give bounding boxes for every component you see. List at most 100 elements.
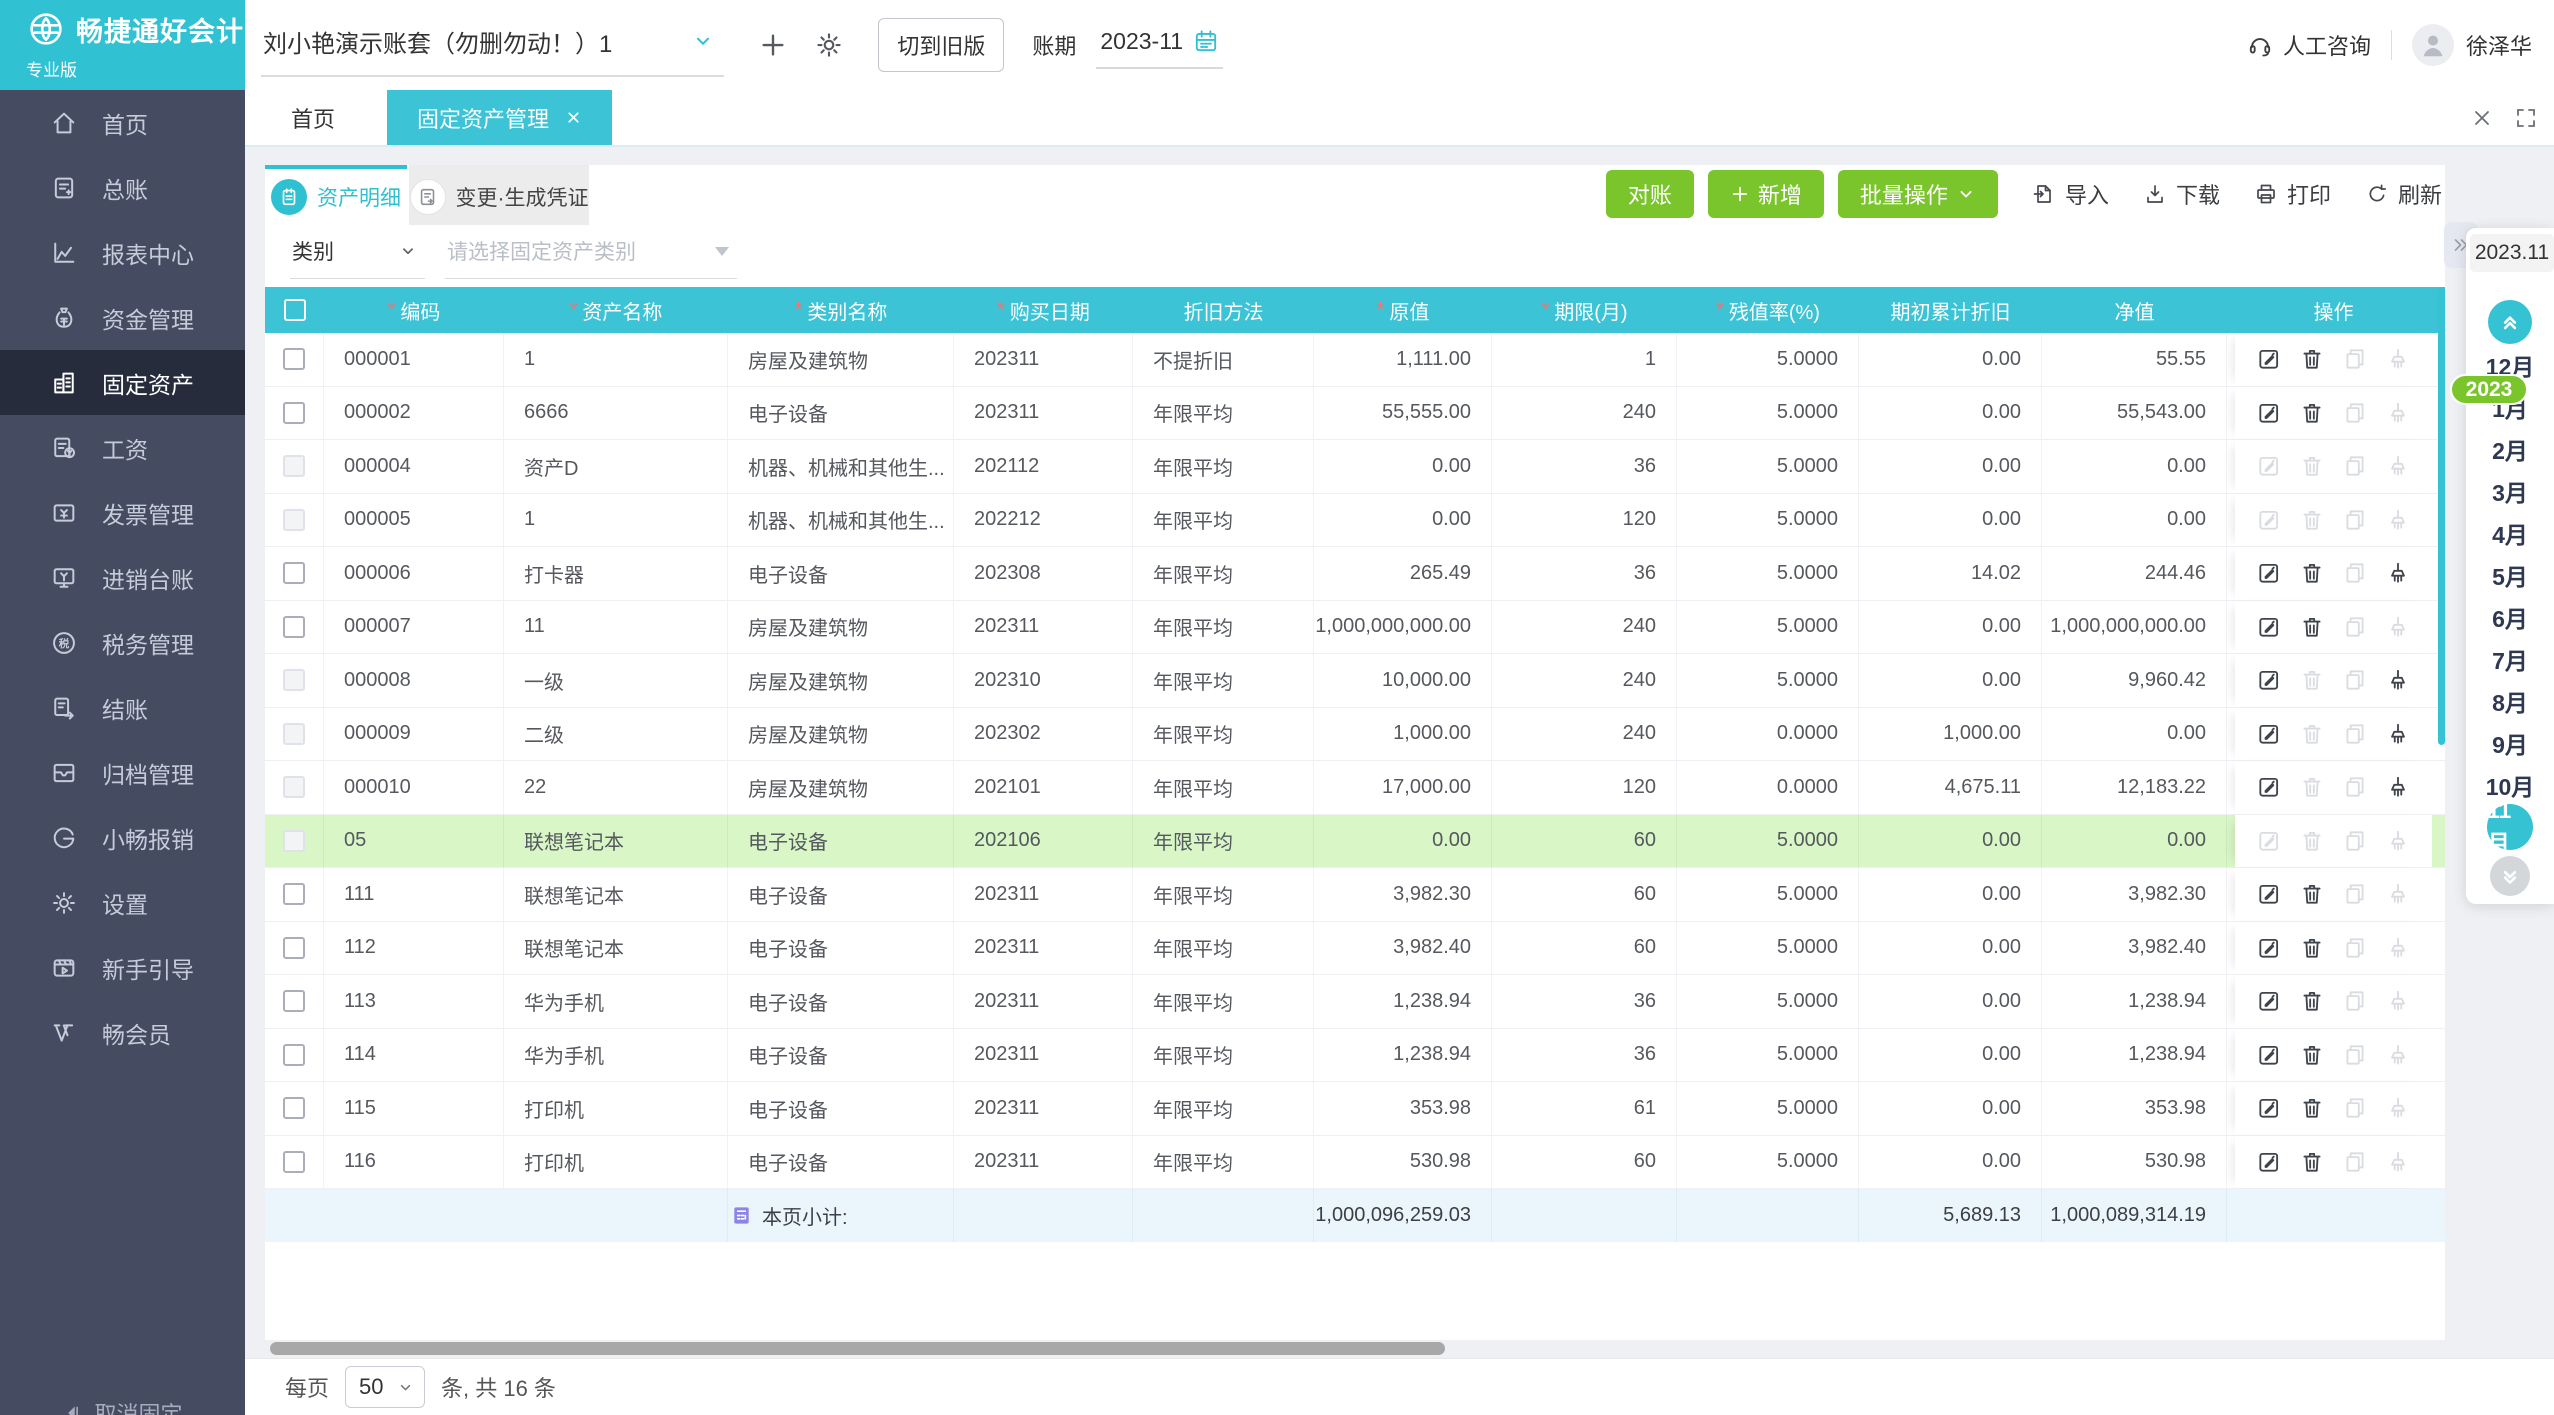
month-item-11月[interactable]: 11月 xyxy=(2466,797,2554,856)
row-checkbox[interactable] xyxy=(283,1097,305,1120)
month-item-6月[interactable]: 6月 xyxy=(2492,606,2528,632)
delete-button[interactable] xyxy=(2299,881,2325,907)
row-checkbox[interactable] xyxy=(283,990,305,1013)
delete-button[interactable] xyxy=(2299,1042,2325,1068)
row-checkbox[interactable] xyxy=(283,883,305,906)
sidebar-item-ledger[interactable]: 总账 xyxy=(0,155,245,220)
table-row[interactable]: 114 华为手机 电子设备 202311 年限平均 1,238.94 36 5.0000 0.0… xyxy=(265,1028,2445,1082)
add-asset-button[interactable]: 新增 xyxy=(1707,170,1824,218)
edit-button[interactable] xyxy=(2256,1149,2282,1175)
account-settings-button[interactable] xyxy=(814,30,844,60)
tab-home[interactable]: 首页 xyxy=(291,106,336,132)
reconcile-button[interactable]: 对账 xyxy=(1605,170,1694,218)
table-row[interactable]: 115 打印机 电子设备 202311 年限平均 353.98 61 5.0000 0.00 35… xyxy=(265,1082,2445,1136)
table-row[interactable]: 111 联想笔记本 电子设备 202311 年限平均 3,982.30 60 5.0000 0.… xyxy=(265,868,2445,922)
table-row[interactable]: 112 联想笔记本 电子设备 202311 年限平均 3,982.40 60 5.0000 0.… xyxy=(265,921,2445,975)
table-row[interactable]: 000009 二级 房屋及建筑物 202302 年限平均 1,000.00 240 0.000… xyxy=(265,707,2445,761)
user-menu[interactable]: 徐泽华 xyxy=(2411,24,2532,66)
add-account-button[interactable] xyxy=(758,30,788,60)
month-item-5月[interactable]: 5月 xyxy=(2492,564,2528,590)
sidebar-item-invoice[interactable]: 发票管理 xyxy=(0,480,245,545)
row-checkbox[interactable] xyxy=(283,615,305,638)
tab-fixed-asset-management[interactable]: 固定资产管理 xyxy=(387,90,613,145)
close-all-icon[interactable] xyxy=(2470,106,2494,130)
subtab-asset-detail[interactable]: 资产明细 xyxy=(265,165,407,225)
row-checkbox[interactable] xyxy=(283,348,305,371)
sidebar-item-fund[interactable]: 资金管理 xyxy=(0,285,245,350)
month-item-8月[interactable]: 8月 xyxy=(2492,690,2528,716)
sidebar-item-tax[interactable]: 税 税务管理 xyxy=(0,610,245,675)
table-row[interactable]: 000008 一级 房屋及建筑物 202310 年限平均 10,000.00 240 5.00… xyxy=(265,654,2445,708)
sidebar-item-fixed-asset[interactable]: 固定资产 xyxy=(0,350,245,415)
row-checkbox[interactable] xyxy=(283,401,305,424)
delete-button[interactable] xyxy=(2299,560,2325,586)
sidebar-item-member[interactable]: 畅会员 xyxy=(0,1000,245,1065)
edit-button[interactable] xyxy=(2256,1095,2282,1121)
fullscreen-icon[interactable] xyxy=(2514,106,2538,130)
row-checkbox[interactable] xyxy=(283,936,305,959)
row-checkbox[interactable] xyxy=(283,1150,305,1173)
sidebar-item-guide[interactable]: 新手引导 xyxy=(0,935,245,1000)
edit-button[interactable] xyxy=(2256,774,2282,800)
clean-button[interactable] xyxy=(2385,774,2411,800)
sidebar-item-salary[interactable]: 工资 xyxy=(0,415,245,480)
clean-button[interactable] xyxy=(2385,721,2411,747)
row-checkbox[interactable] xyxy=(283,562,305,585)
month-item-3月[interactable]: 3月 xyxy=(2492,480,2528,506)
calendar-scroll-down-button[interactable] xyxy=(2490,856,2530,896)
vertical-scrollbar[interactable] xyxy=(2438,287,2445,745)
calendar-scroll-up-button[interactable] xyxy=(2488,300,2532,344)
month-item-2月[interactable]: 2月 xyxy=(2492,438,2528,464)
delete-button[interactable] xyxy=(2299,988,2325,1014)
month-item-10月[interactable]: 10月 xyxy=(2485,774,2535,800)
category-type-select[interactable]: 类别 xyxy=(290,236,425,279)
edit-button[interactable] xyxy=(2256,881,2282,907)
clean-button[interactable] xyxy=(2385,667,2411,693)
sidebar-item-archive[interactable]: 归档管理 xyxy=(0,740,245,805)
edit-button[interactable] xyxy=(2256,1042,2282,1068)
page-size-select[interactable]: 50 xyxy=(345,1366,426,1408)
subtab-change-voucher[interactable]: 变更·生成凭证 xyxy=(409,165,589,225)
edit-button[interactable] xyxy=(2256,560,2282,586)
select-all-checkbox[interactable] xyxy=(283,299,306,321)
download-button[interactable]: 下载 xyxy=(2143,178,2220,210)
table-row[interactable]: 000006 打卡器 电子设备 202308 年限平均 265.49 36 5.0000 14.… xyxy=(265,547,2445,601)
sidebar-item-report[interactable]: 报表中心 xyxy=(0,220,245,285)
month-item-7月[interactable]: 7月 xyxy=(2492,648,2528,674)
delete-button[interactable] xyxy=(2299,1095,2325,1121)
row-checkbox[interactable] xyxy=(283,1043,305,1066)
table-row[interactable]: 05 联想笔记本 电子设备 202106 年限平均 0.00 60 5.0000 0.00 0.0… xyxy=(265,814,2445,868)
table-row[interactable]: 000004 资产D 机器、机械和其他生... 202112 年限平均 0.00 36 5.0… xyxy=(265,440,2445,494)
delete-button[interactable] xyxy=(2299,614,2325,640)
clean-button[interactable] xyxy=(2385,560,2411,586)
import-button[interactable]: 导入 xyxy=(2032,178,2109,210)
delete-button[interactable] xyxy=(2299,346,2325,372)
sidebar-item-purchase-sale[interactable]: 进销台账 xyxy=(0,545,245,610)
close-tab-icon[interactable] xyxy=(565,109,582,126)
horizontal-scrollbar[interactable] xyxy=(270,1342,1445,1355)
table-row[interactable]: 000002 6666 电子设备 202311 年限平均 55,555.00 240 5.00… xyxy=(265,386,2445,440)
period-picker[interactable]: 2023-11 xyxy=(1096,22,1224,69)
refresh-button[interactable]: 刷新 xyxy=(2365,178,2442,210)
table-row[interactable]: 000007 11 房屋及建筑物 202311 年限平均 1,000,000,000.00… xyxy=(265,600,2445,654)
batch-actions-button[interactable]: 批量操作 xyxy=(1837,170,1998,218)
edit-button[interactable] xyxy=(2256,400,2282,426)
switch-old-version-button[interactable]: 切到旧版 xyxy=(878,18,1005,72)
month-item-4月[interactable]: 4月 xyxy=(2492,522,2528,548)
sidebar-item-settings[interactable]: 设置 xyxy=(0,870,245,935)
print-button[interactable]: 打印 xyxy=(2254,178,2331,210)
sidebar-item-closing[interactable]: 结账 xyxy=(0,675,245,740)
table-row[interactable]: 000001 1 房屋及建筑物 202311 不提折旧 1,111.00 1 5.0000 0.… xyxy=(265,333,2445,387)
table-row[interactable]: 000010 22 房屋及建筑物 202101 年限平均 17,000.00 120 0.00… xyxy=(265,761,2445,815)
table-row[interactable]: 116 打印机 电子设备 202311 年限平均 530.98 60 5.0000 0.00 53… xyxy=(265,1135,2445,1189)
account-selector[interactable]: 刘小艳演示账套（勿删勿动！）1 xyxy=(261,14,725,77)
sidebar-item-reimburse[interactable]: 小畅报销 xyxy=(0,805,245,870)
edit-button[interactable] xyxy=(2256,935,2282,961)
delete-button[interactable] xyxy=(2299,935,2325,961)
sidebar-item-home[interactable]: 首页 xyxy=(0,90,245,155)
delete-button[interactable] xyxy=(2299,400,2325,426)
edit-button[interactable] xyxy=(2256,614,2282,640)
edit-button[interactable] xyxy=(2256,346,2282,372)
support-button[interactable]: 人工咨询 xyxy=(2247,29,2371,61)
table-row[interactable]: 113 华为手机 电子设备 202311 年限平均 1,238.94 36 5.0000 0.0… xyxy=(265,975,2445,1029)
